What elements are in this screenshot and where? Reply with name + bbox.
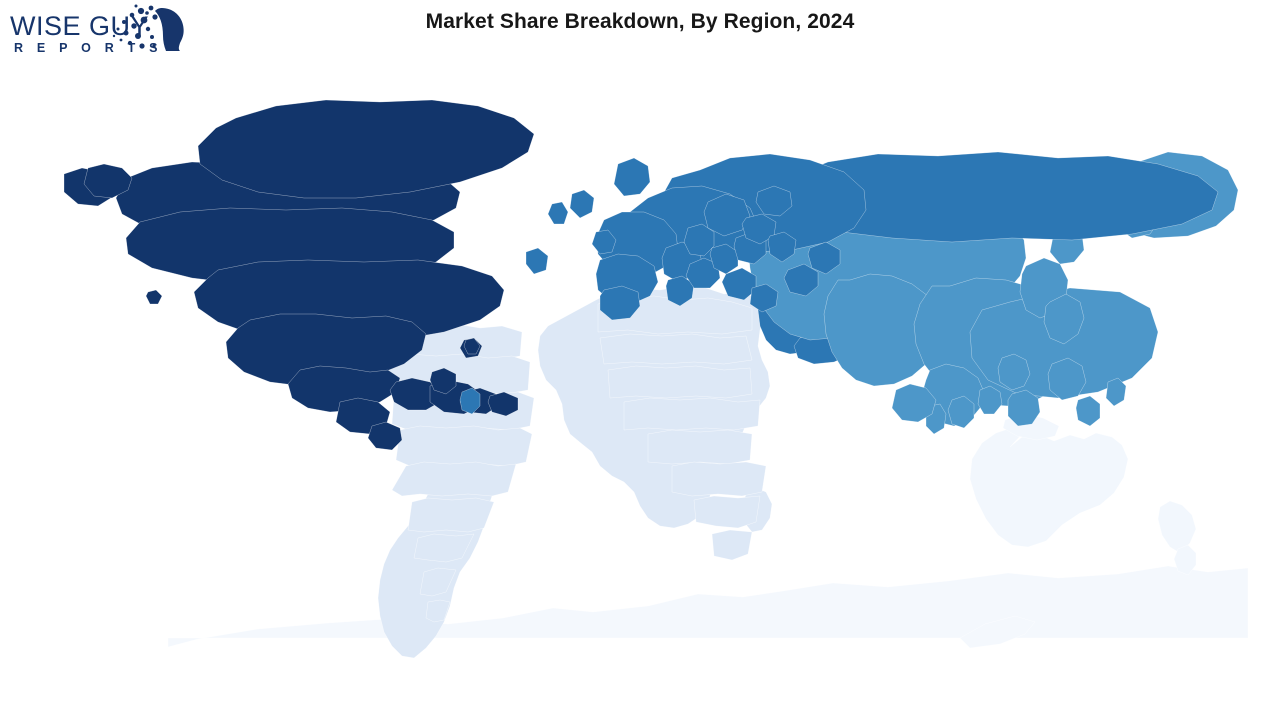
region-antarctica[interactable] (168, 566, 1248, 648)
region-north-america[interactable] (64, 100, 534, 450)
brand-logo[interactable]: WISE GUY R E P O R T S (8, 2, 198, 58)
world-map-container (0, 52, 1280, 720)
overseas-territory-french-guiana[interactable] (460, 388, 480, 414)
logo-wordmark-primary: WISE GUY (10, 11, 149, 41)
region-oceania[interactable] (970, 414, 1196, 575)
head-network-icon (112, 4, 184, 51)
logo-wordmark-secondary: R E P O R T S (14, 41, 163, 55)
world-choropleth-map[interactable] (0, 52, 1280, 720)
region-europe[interactable] (526, 152, 1218, 320)
page-title: Market Share Breakdown, By Region, 2024 (425, 10, 855, 33)
